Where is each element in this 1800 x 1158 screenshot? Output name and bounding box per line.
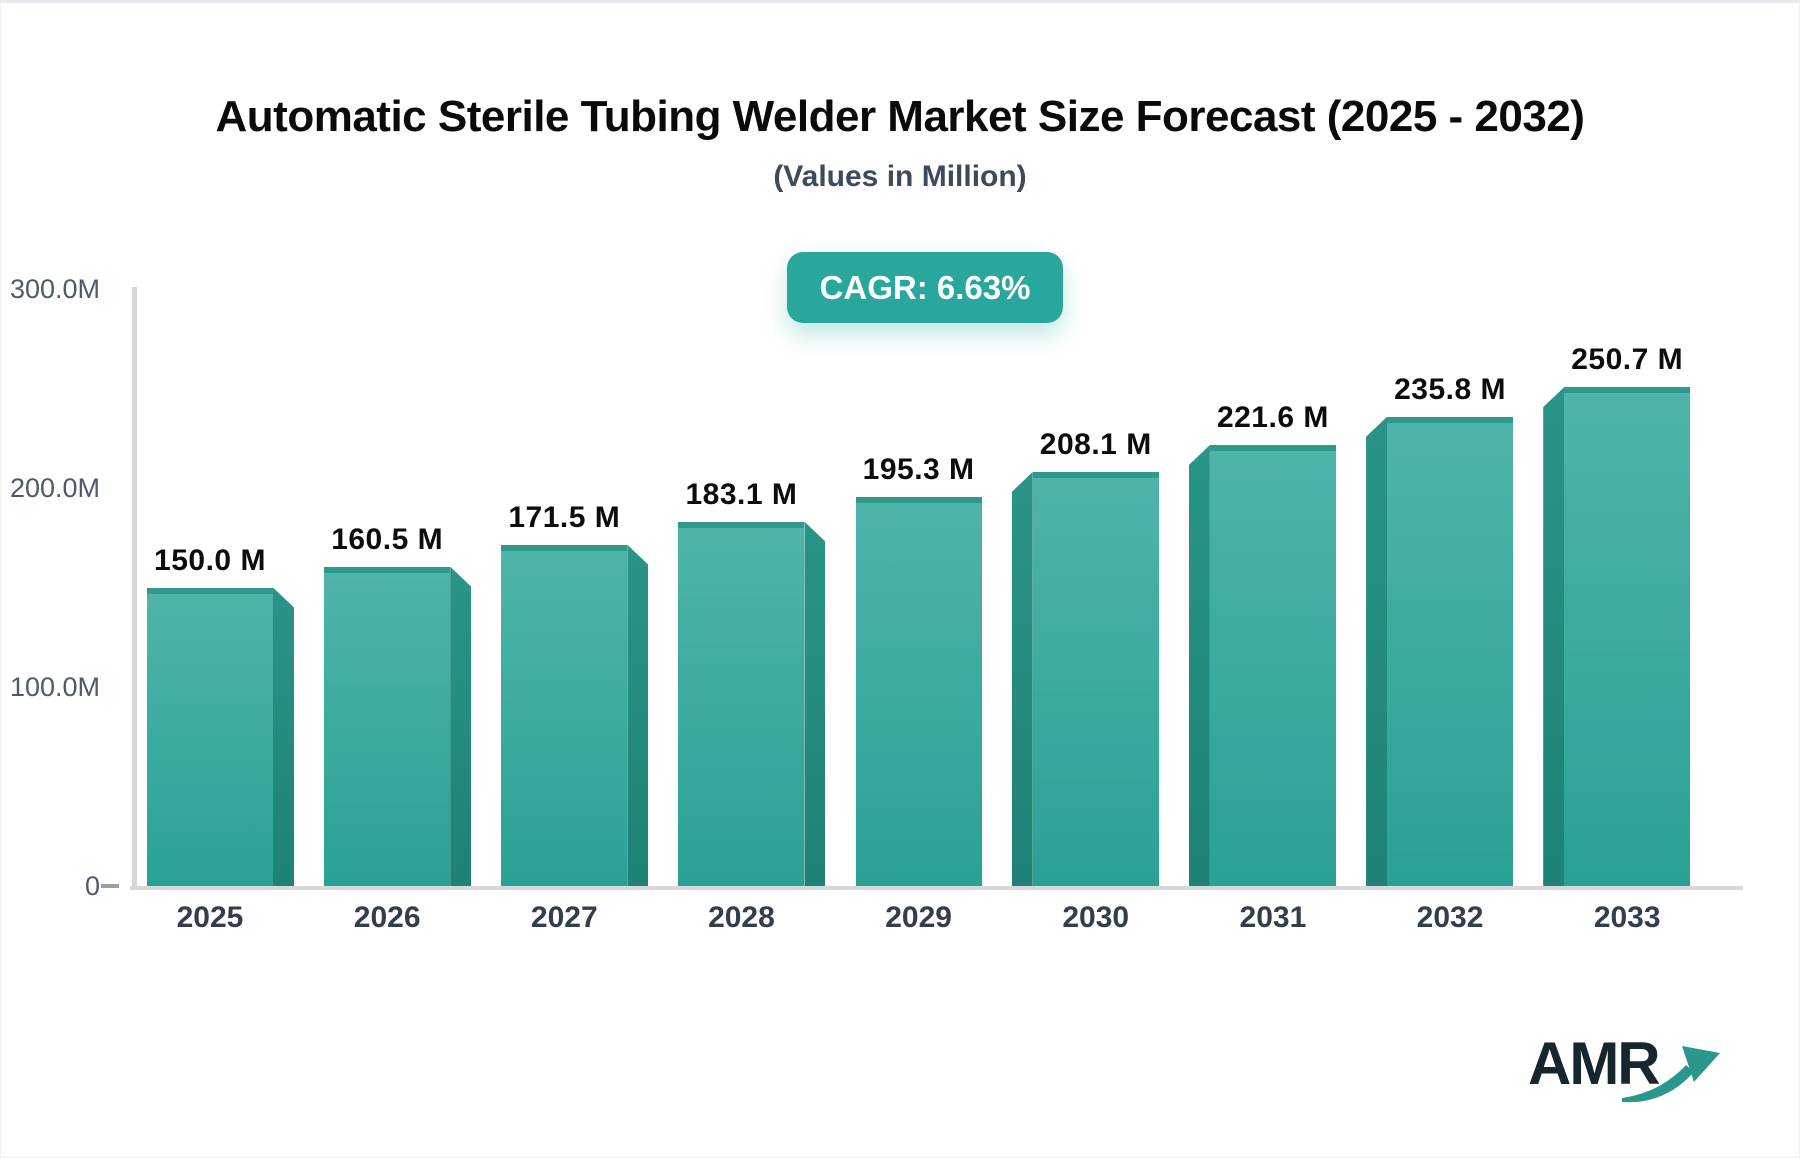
bar-top-edge: [1387, 416, 1514, 423]
y-axis-label-0: 0: [84, 871, 100, 901]
bar-2025: [147, 587, 273, 886]
bar-side-face-2026: [450, 566, 472, 886]
bar-side-face-2033: [1543, 387, 1565, 886]
bar-2032: [1387, 416, 1514, 886]
chart-subtitle: (Values in Million): [773, 160, 1027, 193]
x-axis-label-2026: 2026: [353, 901, 421, 934]
bar-2028: [678, 521, 805, 886]
bar-top-edge: [1032, 471, 1159, 478]
x-axis-label-2027: 2027: [530, 901, 598, 934]
bar-top-edge: [147, 587, 273, 594]
bar-top-edge: [1564, 387, 1691, 394]
x-axis-label-2032: 2032: [1416, 901, 1484, 934]
y-axis-label-300.0M: 300.0M: [9, 274, 100, 304]
x-axis-label-2033: 2033: [1593, 901, 1661, 934]
x-axis-line: [130, 886, 1743, 890]
bar-side-face-2027: [627, 544, 649, 886]
bar-value-label-2028: 183.1 M: [685, 477, 798, 511]
bar-side-face-2030: [1011, 471, 1033, 886]
bar-value-label-2033: 250.7 M: [1571, 343, 1684, 377]
bar-2033: [1564, 387, 1691, 886]
growth-arrow-icon: [1622, 1046, 1720, 1103]
bar-value-label-2029: 195.3 M: [862, 453, 975, 487]
bar-2027: [501, 544, 628, 886]
chart-title: Automatic Sterile Tubing Welder Market S…: [215, 92, 1585, 141]
amr-logo-text: AMR: [1528, 1030, 1661, 1097]
cagr-badge: CAGR: 6.63%: [787, 252, 1063, 323]
x-axis-label-2030: 2030: [1062, 901, 1130, 934]
cagr-badge-label: CAGR: 6.63%: [819, 268, 1031, 306]
bar-side-face-2031: [1188, 445, 1210, 886]
bar-2029: [855, 497, 982, 886]
y-axis-label-100.0M: 100.0M: [9, 672, 100, 702]
y-axis-zero-tick: [101, 884, 119, 888]
x-axis-label-2025: 2025: [176, 901, 244, 934]
bar-2031: [1209, 445, 1336, 886]
bar-2026: [324, 566, 451, 886]
bar-side-face-2028: [804, 521, 826, 886]
x-axis-label-2029: 2029: [885, 901, 952, 934]
bar-top-edge: [324, 566, 451, 573]
bar-value-label-2027: 171.5 M: [508, 500, 621, 534]
bar-value-label-2032: 235.8 M: [1394, 372, 1506, 406]
x-axis-label-2028: 2028: [708, 901, 775, 934]
amr-logo: AMR: [1528, 1032, 1728, 1112]
bar-value-label-2031: 221.6 M: [1216, 401, 1329, 435]
bar-top-edge: [1209, 445, 1336, 452]
bar-top-edge: [855, 497, 982, 504]
bar-value-label-2030: 208.1 M: [1039, 427, 1152, 461]
x-axis-label-2031: 2031: [1239, 901, 1307, 934]
bar-2030: [1032, 471, 1159, 886]
y-axis-label-200.0M: 200.0M: [9, 473, 100, 503]
bar-top-edge: [678, 521, 805, 528]
bar-top-edge: [501, 544, 628, 551]
y-axis-line: [132, 287, 137, 890]
bar-side-face-2025: [273, 587, 294, 886]
bar-value-label-2025: 150.0 M: [154, 543, 266, 577]
bar-side-face-2032: [1366, 416, 1388, 886]
bar-value-label-2026: 160.5 M: [331, 522, 444, 556]
